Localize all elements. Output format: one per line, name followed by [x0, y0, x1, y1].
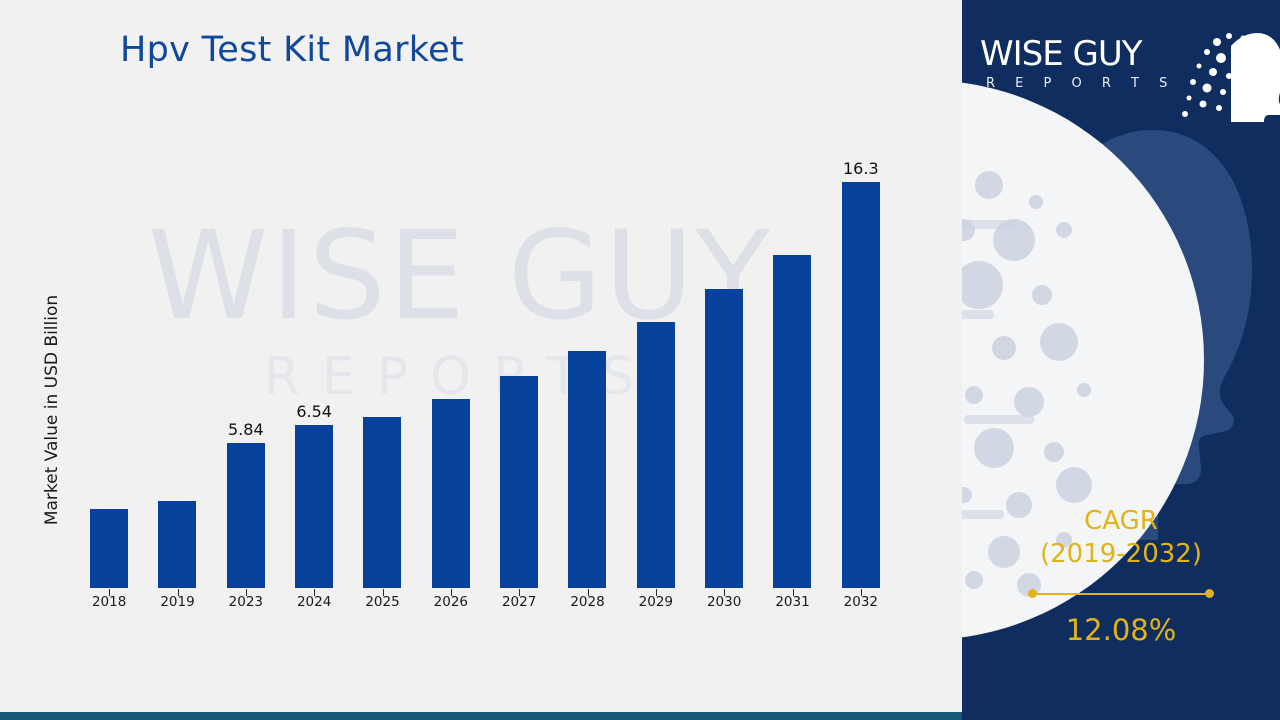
- cagr-divider: [1028, 589, 1214, 599]
- x-axis-label-2031: 2031: [775, 594, 810, 610]
- cagr-label: CAGR: [1084, 506, 1158, 536]
- bar-plot-area: 5.84 6.54 16.3: [75, 150, 895, 588]
- footer-accent-strip: [0, 712, 962, 720]
- bar-2030[interactable]: [705, 288, 744, 588]
- bar-2027[interactable]: [500, 375, 539, 588]
- bar-2029[interactable]: [636, 321, 675, 588]
- x-axis-label-2024: 2024: [296, 594, 332, 610]
- decorative-white-circle: [962, 80, 1204, 640]
- bar-slot: [622, 150, 690, 588]
- bar-slot: 5.84: [212, 150, 280, 588]
- bar-slot: [690, 150, 758, 588]
- x-axis-tick: [792, 589, 794, 596]
- bar-2023[interactable]: [226, 442, 265, 588]
- brand-logo: WISE GUY R E P O R T S: [974, 28, 1280, 122]
- x-axis-label-2026: 2026: [433, 594, 468, 610]
- x-axis-tick: [177, 589, 179, 596]
- x-axis-tick: [519, 589, 521, 596]
- x-axis-tick: [860, 589, 862, 596]
- bar-2025[interactable]: [363, 416, 402, 588]
- divider-dot-right: [1205, 589, 1214, 598]
- bar-value-label-2032: 16.3: [843, 159, 879, 179]
- x-axis-tick: [587, 589, 589, 596]
- bar-2026[interactable]: [431, 398, 470, 588]
- bar-slot: [553, 150, 621, 588]
- x-axis-tick: [245, 589, 247, 596]
- logo-head-dots-icon: [1182, 33, 1280, 122]
- brand-panel: WISE GUY R E P O R T S CAGR (2019-2032): [962, 0, 1280, 720]
- logo-tagline: R E P O R T S: [986, 76, 1176, 91]
- bar-slot: [143, 150, 211, 588]
- divider-dot-left: [1028, 589, 1037, 598]
- logo-wordmark: WISE GUY: [980, 34, 1143, 74]
- bar-2028[interactable]: [568, 350, 607, 588]
- x-axis-tick: [109, 589, 111, 596]
- y-axis-label: Market Value in USD Billion: [42, 294, 62, 526]
- bar-2018[interactable]: [90, 508, 129, 588]
- cagr-range: (2019-2032): [1039, 539, 1202, 569]
- x-axis-tick: [382, 589, 384, 596]
- bar-2032[interactable]: [841, 182, 880, 588]
- x-axis-tick: [655, 589, 657, 596]
- x-axis-label-2030: 2030: [706, 594, 742, 610]
- bar-slot: [348, 150, 416, 588]
- cagr-block: CAGR (2019-2032) 12.08%: [962, 505, 1280, 647]
- page-title: Hpv Test Kit Market: [120, 30, 464, 70]
- x-axis-label-2019: 2019: [160, 594, 195, 610]
- bar-slot: 16.3: [827, 150, 895, 588]
- molecule-dots-decoration: [962, 171, 1092, 597]
- bar-slot: 6.54: [280, 150, 348, 588]
- x-axis-label-2018: 2018: [91, 594, 127, 610]
- bar-slot: [758, 150, 826, 588]
- bar-slot: [75, 150, 143, 588]
- bar-value-label-2023: 5.84: [228, 419, 264, 439]
- x-axis-label-2025: 2025: [365, 594, 400, 610]
- x-axis-label-2032: 2032: [843, 594, 878, 610]
- x-axis-label-2028: 2028: [570, 594, 605, 610]
- divider-line: [1033, 593, 1209, 595]
- chart-panel: WISE GUY REPORTS Hpv Test Kit Market Mar…: [0, 30, 962, 720]
- x-axis-tick: [724, 589, 726, 596]
- bar-2031[interactable]: [773, 254, 812, 588]
- bar-slot: [485, 150, 553, 588]
- cagr-value: 12.08%: [1065, 613, 1177, 647]
- x-axis-tick: [314, 589, 316, 596]
- x-axis-label-2029: 2029: [638, 594, 673, 610]
- x-axis-label-2027: 2027: [501, 594, 537, 610]
- x-axis-tick: [450, 589, 452, 596]
- bar-slot: [417, 150, 485, 588]
- bar-value-label-2024: 6.54: [296, 402, 332, 422]
- bar-2024[interactable]: [295, 425, 334, 588]
- x-axis-label-2023: 2023: [228, 594, 263, 610]
- bar-2019[interactable]: [158, 500, 197, 588]
